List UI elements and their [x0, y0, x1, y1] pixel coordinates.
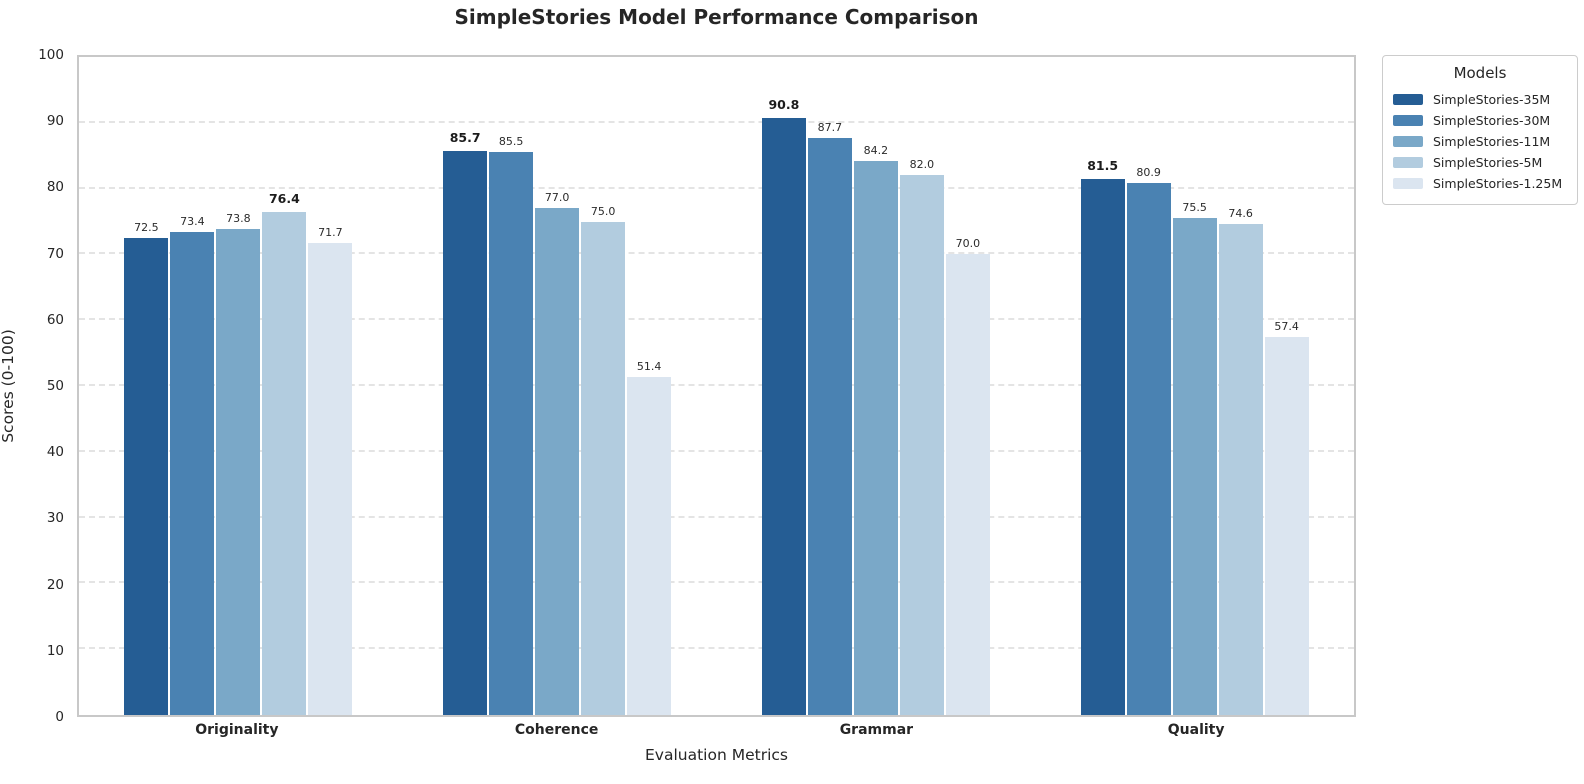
bar-coherence-simplestories-5m: 75.0: [581, 205, 626, 715]
legend-item-simplestories-35m: SimpleStories-35M: [1393, 89, 1567, 110]
legend-label: SimpleStories-11M: [1433, 134, 1551, 149]
bar-value-label: 90.8: [768, 96, 800, 112]
legend-swatch: [1393, 94, 1423, 105]
legend-item-simplestories-5m: SimpleStories-5M: [1393, 152, 1567, 173]
bar-value-label: 71.7: [318, 226, 343, 240]
bar-value-label: 85.7: [449, 130, 481, 146]
bar-value-label: 81.5: [1087, 157, 1119, 173]
legend-swatch: [1393, 115, 1423, 126]
bar-quality-simplestories-35m: 81.5: [1080, 158, 1125, 715]
y-tick-label: 70: [46, 245, 64, 262]
bar-quality-simplestories-1.25m: 57.4: [1264, 320, 1309, 715]
y-tick-label: 30: [46, 510, 64, 527]
legend-label: SimpleStories-35M: [1433, 92, 1551, 107]
bar-grammar-simplestories-1.25m: 70.0: [945, 237, 990, 715]
bar-coherence-simplestories-1.25m: 51.4: [627, 360, 672, 715]
bar-originality-simplestories-30m: 73.4: [170, 215, 215, 715]
x-category-label-coherence: Coherence: [514, 722, 599, 738]
bar-grammar-simplestories-11m: 84.2: [853, 144, 898, 715]
bar-originality-simplestories-5m: 76.4: [262, 191, 307, 715]
bar-group-grammar: 90.8 87.7 84.2 82.0 70.0: [717, 57, 1036, 715]
y-tick-label: 40: [46, 444, 64, 461]
bar-value-label: 84.2: [863, 143, 889, 157]
bar-group-quality: 81.5 80.9 75.5 74.6 57.4: [1035, 57, 1354, 715]
legend-label: SimpleStories-1.25M: [1433, 176, 1563, 191]
bar-originality-simplestories-35m: 72.5: [124, 221, 169, 715]
bar-value-label: 70.0: [955, 237, 981, 251]
gridline: [79, 186, 1354, 189]
bar-value-label: 85.5: [498, 135, 524, 149]
bar-quality-simplestories-11m: 75.5: [1172, 201, 1217, 715]
bar-value-label: 76.4: [268, 191, 300, 207]
gridline: [79, 252, 1354, 255]
chart-title: SimpleStories Model Performance Comparis…: [454, 5, 979, 29]
legend-title: Models: [1453, 64, 1507, 82]
legend-item-simplestories-1.25m: SimpleStories-1.25M: [1393, 173, 1567, 194]
gridline: [79, 384, 1354, 386]
legend-item-simplestories-30m: SimpleStories-30M: [1393, 110, 1567, 131]
y-tick-label: 0: [55, 709, 64, 725]
legend-swatch: [1393, 157, 1423, 168]
legend-item-simplestories-11m: SimpleStories-11M: [1393, 131, 1567, 152]
bar-value-label: 73.8: [226, 212, 251, 226]
bar-value-label: 75.0: [590, 204, 616, 218]
y-tick-label: 100: [38, 47, 64, 63]
bar-quality-simplestories-5m: 74.6: [1218, 207, 1263, 715]
y-tick-label: 60: [46, 311, 64, 328]
bar-grammar-simplestories-5m: 82.0: [899, 158, 944, 715]
y-tick-label: 90: [46, 113, 64, 130]
x-axis-title: Evaluation Metrics: [645, 746, 788, 764]
bar-value-label: 51.4: [636, 359, 662, 373]
bar-value-label: 82.0: [909, 158, 935, 172]
y-axis-title: Scores (0-100): [0, 329, 17, 443]
bar-value-label: 57.4: [1274, 320, 1299, 334]
y-tick-label: 20: [46, 576, 64, 593]
y-tick-label: 80: [46, 179, 64, 196]
bar-quality-simplestories-30m: 80.9: [1126, 166, 1171, 715]
bar-coherence-simplestories-35m: 85.7: [443, 130, 488, 715]
y-tick-label: 10: [46, 642, 64, 659]
bar-value-label: 77.0: [544, 191, 570, 205]
bar-value-label: 87.7: [817, 120, 843, 134]
bar-grammar-simplestories-35m: 90.8: [761, 97, 806, 715]
gridline: [79, 318, 1354, 321]
bar-originality-simplestories-11m: 73.8: [216, 212, 261, 715]
grid-layer: [79, 57, 1354, 715]
gridline: [79, 647, 1354, 650]
bar-originality-simplestories-1.25m: 71.7: [308, 226, 353, 715]
bar-layer: 72.5 73.4 73.8 76.4 71.7 85.7 85.5 77.0 75.0 51.4…: [79, 57, 1354, 715]
x-category-label-quality: Quality: [1167, 722, 1225, 738]
legend-items: SimpleStories-35M SimpleStories-30M Simple…: [1393, 89, 1567, 194]
bar-grammar-simplestories-30m: 87.7: [807, 121, 852, 715]
bar-coherence-simplestories-30m: 85.5: [489, 135, 534, 715]
bar-value-label: 73.4: [180, 215, 205, 229]
gridline: [79, 449, 1354, 452]
y-tick-label: 50: [46, 378, 64, 394]
bar-value-label: 74.6: [1228, 207, 1253, 221]
bar-value-label: 75.5: [1182, 201, 1207, 215]
legend: Models SimpleStories-35M SimpleStories-30…: [1382, 55, 1578, 205]
x-category-label-originality: Originality: [195, 722, 279, 738]
gridline: [79, 120, 1354, 123]
bar-group-coherence: 85.7 85.5 77.0 75.0 51.4: [398, 57, 717, 715]
x-axis-category-labels: Originality Coherence Grammar Quality: [77, 722, 1356, 738]
bar-value-label: 80.9: [1136, 165, 1161, 179]
bar-value-label: 72.5: [134, 220, 159, 234]
bar-coherence-simplestories-11m: 77.0: [535, 191, 580, 715]
gridline: [79, 515, 1354, 518]
plot-area: 72.5 73.4 73.8 76.4 71.7 85.7 85.5 77.0 75.0 51.4…: [77, 55, 1356, 717]
y-axis-tick-labels: 0 10 20 30 40 50 60 70 80 90 100: [0, 47, 64, 725]
legend-swatch: [1393, 178, 1423, 189]
bar-group-originality: 72.5 73.4 73.8 76.4 71.7: [79, 57, 398, 715]
x-category-label-grammar: Grammar: [839, 722, 914, 738]
gridline: [79, 581, 1354, 584]
legend-label: SimpleStories-5M: [1433, 155, 1543, 170]
legend-label: SimpleStories-30M: [1433, 113, 1551, 128]
legend-swatch: [1393, 136, 1423, 147]
